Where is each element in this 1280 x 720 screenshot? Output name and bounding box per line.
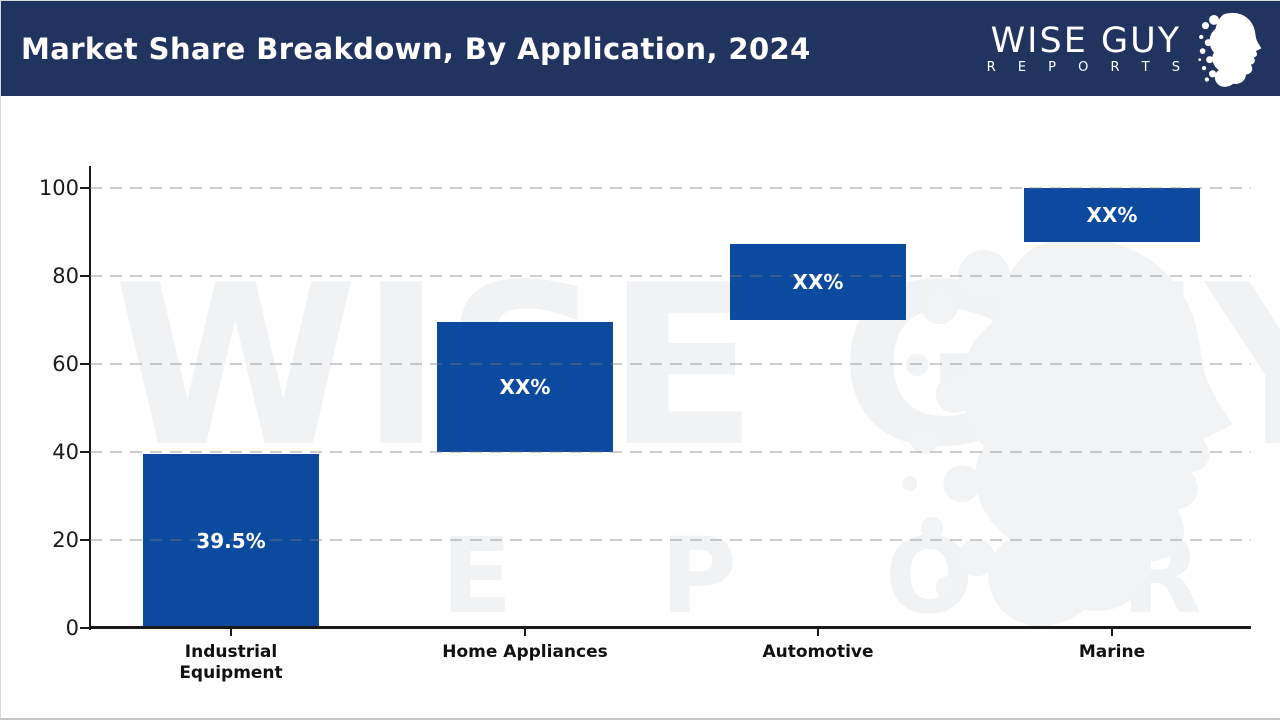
y-axis-tick [80,539,89,541]
y-axis-tick-label: 40 [52,440,79,464]
y-axis-tick-label: 80 [52,264,79,288]
gridline [90,539,1251,541]
header-bar: Market Share Breakdown, By Application, … [1,1,1280,96]
y-axis-tick-label: 100 [38,176,79,200]
gridline [90,187,1251,189]
watermark-head-graphic [902,238,1233,626]
x-axis-tick [230,629,232,636]
logo-reports-text: R E P O R T S [986,59,1189,75]
bar-segment [730,243,906,320]
logo-wordmark: WISE GUY R E P O R T S [983,22,1189,76]
bar-value-label: XX% [499,375,551,400]
gridline [90,363,1251,365]
wise-guy-reports-logo: WISE GUY R E P O R T S [983,10,1280,88]
bar-value-label: 39.5% [196,529,266,554]
x-axis-tick [524,629,526,636]
chart-plot-area: WISE GUY R E P O R T S 02040608010039.5%… [1,96,1280,718]
x-axis-category-label: Industrial Equipment [179,642,283,683]
y-axis-tick [80,627,89,629]
page-title: Market Share Breakdown, By Application, … [21,31,811,66]
x-axis-line [89,626,1251,629]
y-axis-line [89,166,91,630]
logo-head-icon [1198,12,1262,87]
y-axis-tick [80,187,89,189]
y-axis-tick [80,275,89,277]
x-axis-tick [1111,629,1113,636]
bar-value-label: XX% [1086,203,1138,228]
x-axis-category-label: Home Appliances [442,642,608,662]
gridline [90,451,1251,453]
y-axis-tick-label: 60 [52,352,79,376]
bar-segment [437,322,613,452]
gridline [90,275,1251,277]
y-axis-tick [80,363,89,365]
logo-wise-guy-text: WISE GUY [990,20,1182,61]
y-axis-tick-label: 0 [65,616,79,640]
y-axis-tick-label: 20 [52,528,79,552]
bar-segment [1024,188,1200,243]
x-axis-category-label: Marine [1078,642,1146,662]
y-axis-tick [80,451,89,453]
x-axis-tick [817,629,819,636]
bar-segment [143,454,319,628]
x-axis-category-label: Automotive [762,642,874,662]
bar-value-label: XX% [792,269,844,294]
